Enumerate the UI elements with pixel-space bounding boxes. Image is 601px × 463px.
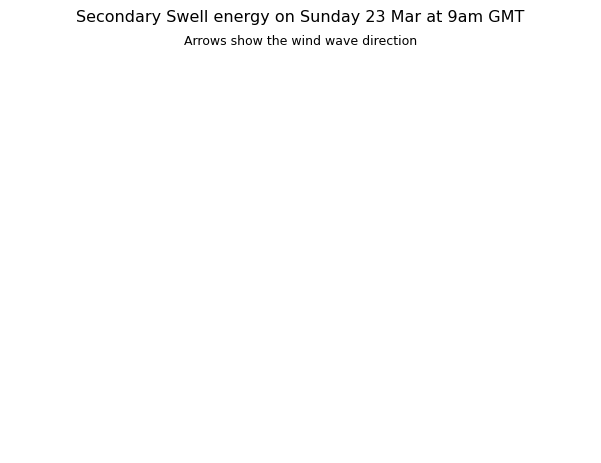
Text: Cartopy required: Cartopy required bbox=[218, 249, 383, 268]
Text: Secondary Swell energy on Sunday 23 Mar at 9am GMT: Secondary Swell energy on Sunday 23 Mar … bbox=[76, 10, 525, 25]
Text: Arrows show the wind wave direction: Arrows show the wind wave direction bbox=[184, 35, 417, 48]
